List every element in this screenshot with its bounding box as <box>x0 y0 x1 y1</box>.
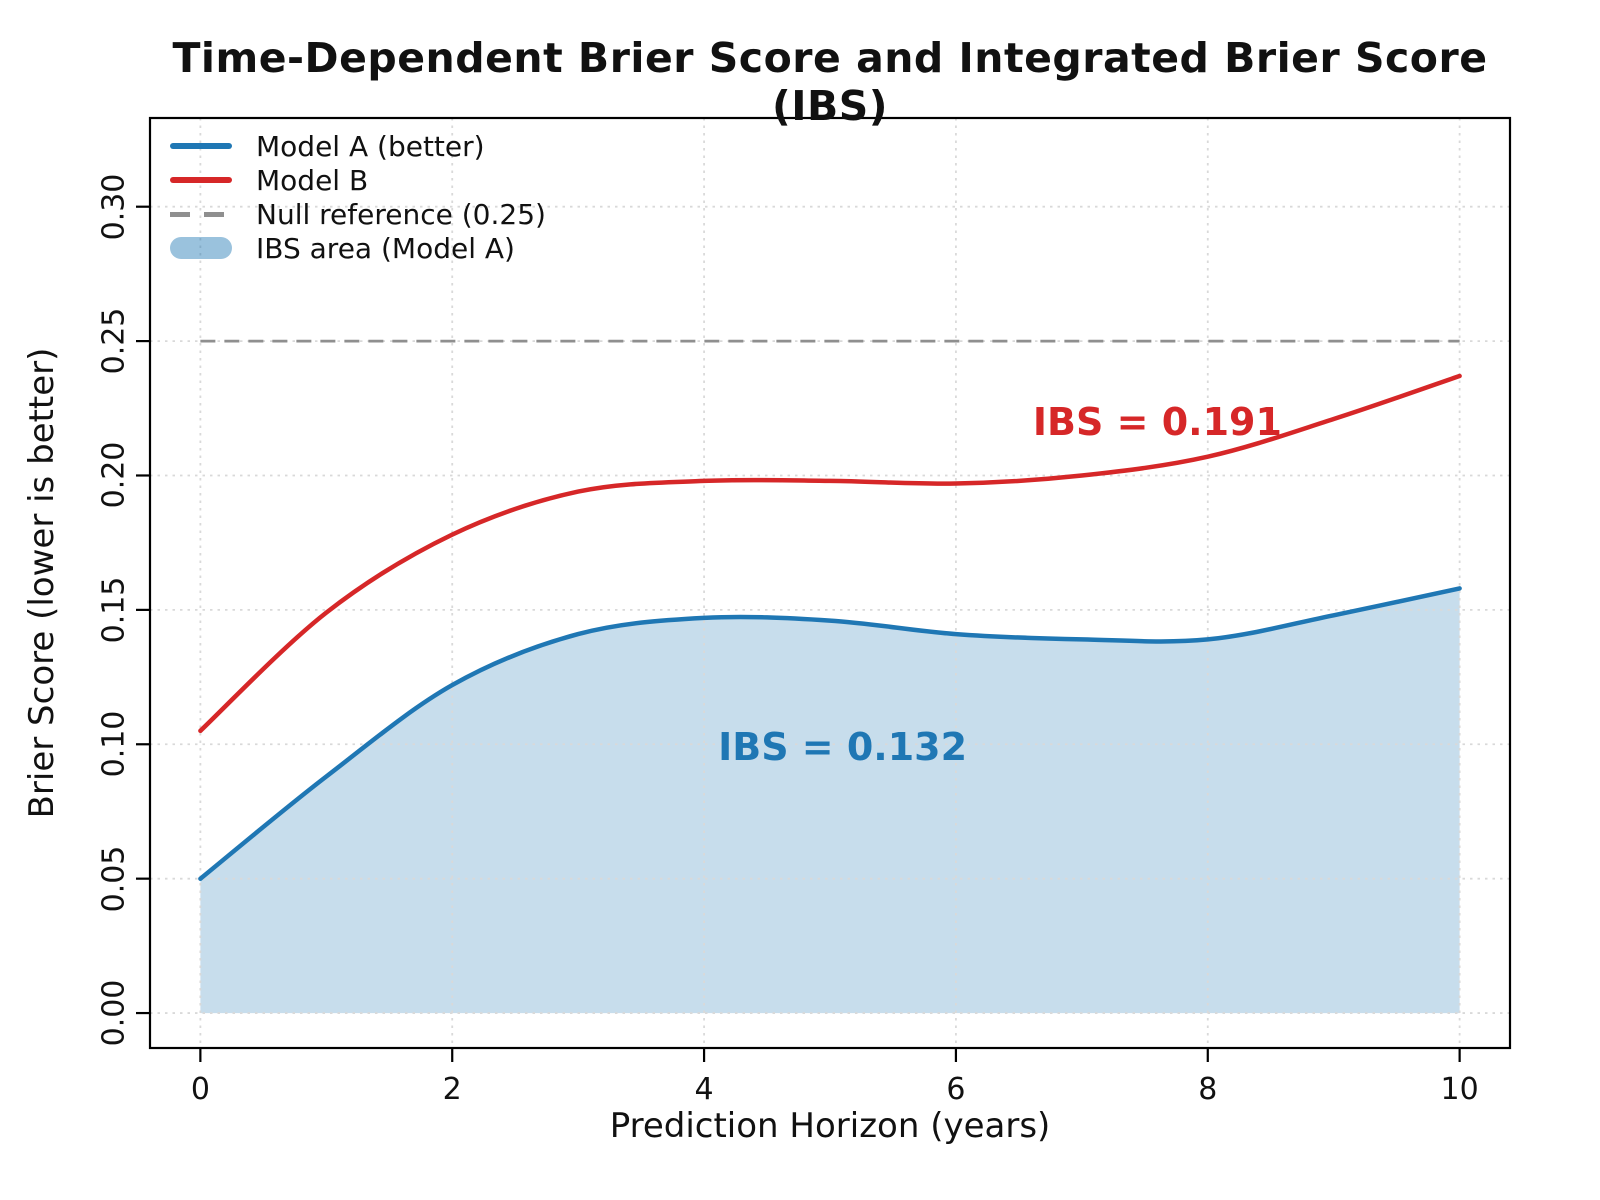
legend-swatch-model-b <box>170 177 232 183</box>
x-tick-label: 8 <box>1198 1072 1218 1107</box>
y-tick-label: 0.30 <box>96 173 132 241</box>
y-tick-label: 0.10 <box>96 710 132 778</box>
legend-item-ibs-area: IBS area (Model A) <box>170 231 546 265</box>
legend-item-model-b: Model B <box>170 163 546 197</box>
x-tick-label: 10 <box>1440 1072 1479 1107</box>
legend-swatch-model-a <box>170 143 232 149</box>
legend-label-null-reference: Null reference (0.25) <box>256 197 546 231</box>
annotation-ibs-model-b: IBS = 0.191 <box>1032 399 1282 444</box>
y-tick-label: 0.15 <box>96 576 132 644</box>
y-tick-label: 0.25 <box>96 307 132 375</box>
legend-item-model-a: Model A (better) <box>170 129 546 163</box>
legend-swatch-null-reference <box>170 211 232 217</box>
chart-title: Time-Dependent Brier Score and Integrate… <box>172 34 1488 130</box>
y-axis-label: Brier Score (lower is better) <box>22 347 62 819</box>
x-tick-label: 4 <box>694 1072 714 1107</box>
legend: Model A (better) Model B Null reference … <box>170 129 546 265</box>
legend-label-model-a: Model A (better) <box>256 129 485 163</box>
legend-swatch-ibs-area <box>170 237 232 259</box>
legend-label-model-b: Model B <box>256 163 369 197</box>
legend-item-null-reference: Null reference (0.25) <box>170 197 546 231</box>
legend-label-ibs-area: IBS area (Model A) <box>256 231 515 265</box>
y-tick-label: 0.05 <box>96 845 132 913</box>
y-tick-label: 0.00 <box>96 979 132 1047</box>
x-axis-label: Prediction Horizon (years) <box>609 1106 1051 1146</box>
x-tick-label: 2 <box>442 1072 462 1107</box>
x-tick-label: 6 <box>946 1072 966 1107</box>
x-tick-label: 0 <box>190 1072 210 1107</box>
y-tick-label: 0.20 <box>96 442 132 509</box>
annotation-ibs-model-a: IBS = 0.132 <box>718 724 968 769</box>
